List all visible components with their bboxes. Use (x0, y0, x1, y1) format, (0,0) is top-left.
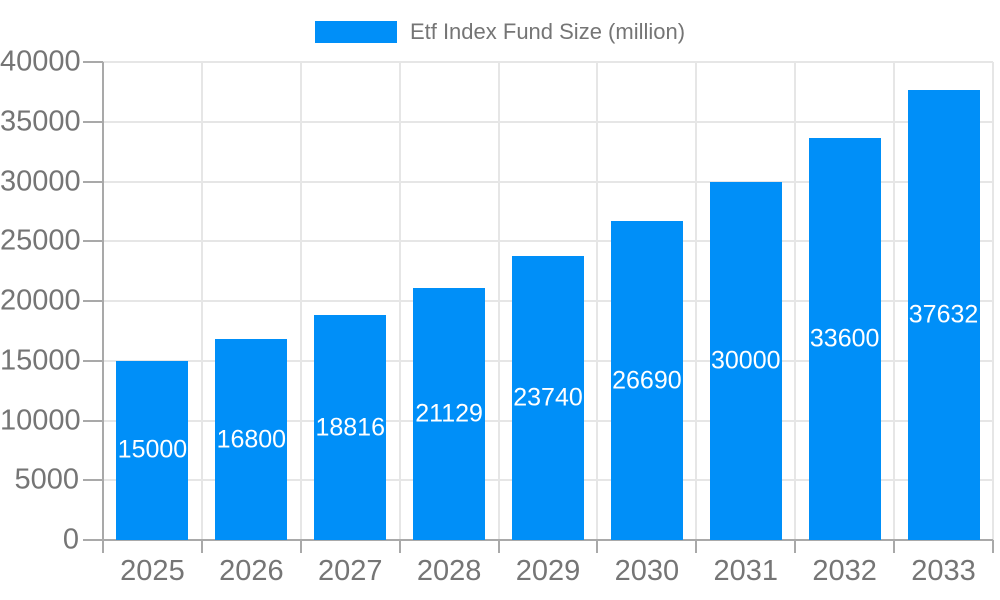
x-axis-label: 2029 (515, 555, 581, 587)
y-tick (83, 300, 103, 302)
bar-value-label: 21129 (415, 399, 483, 428)
y-axis-label: 15000 (0, 344, 81, 377)
h-gridline (103, 180, 993, 183)
y-tick (83, 419, 103, 422)
v-gridline (695, 62, 698, 540)
x-axis-label: 2030 (614, 555, 680, 587)
x-tick (398, 540, 401, 553)
bar-value-label: 15000 (117, 435, 188, 464)
bar-value-label: 37632 (908, 300, 979, 329)
bar-2029[interactable] (512, 256, 584, 540)
h-gridline (103, 120, 993, 123)
bar-value-label: 33600 (809, 324, 880, 353)
v-gridline (893, 62, 896, 540)
bar-value-label: 18816 (315, 413, 385, 442)
x-tick (299, 540, 302, 553)
bar-2033[interactable] (907, 90, 980, 540)
y-tick (83, 240, 103, 243)
x-axis-label: 2028 (416, 555, 482, 587)
x-tick (794, 540, 797, 553)
y-tick (83, 180, 103, 183)
h-gridline (103, 240, 993, 243)
y-tick (83, 479, 103, 482)
bar-2031[interactable] (709, 181, 782, 540)
bar-2028[interactable] (413, 287, 486, 540)
x-axis-label: 2031 (713, 555, 779, 587)
x-axis-label: 2027 (317, 555, 383, 587)
v-gridline (299, 62, 302, 540)
y-axis-label: 0 (62, 523, 79, 556)
x-tick (497, 540, 500, 553)
x-axis-line (83, 539, 993, 541)
y-axis-label: 30000 (0, 165, 81, 197)
v-gridline (596, 62, 599, 540)
bar-value-label: 16800 (216, 425, 287, 454)
v-gridline (497, 62, 500, 540)
y-axis-label: 10000 (0, 404, 81, 436)
x-tick (695, 540, 698, 553)
x-axis-label: 2026 (219, 555, 284, 587)
legend[interactable]: Etf Index Fund Size (million) (0, 19, 1000, 45)
x-tick (596, 540, 599, 553)
v-gridline (794, 62, 797, 540)
x-axis-label: 2025 (120, 555, 185, 587)
y-axis-line (102, 62, 104, 553)
v-gridline (992, 62, 994, 540)
legend-label: Etf Index Fund Size (million) (409, 19, 686, 44)
x-axis-label: 2032 (812, 555, 877, 587)
h-gridline (103, 61, 993, 63)
y-tick (83, 120, 103, 123)
y-tick (83, 61, 103, 63)
y-axis-label: 20000 (0, 284, 81, 317)
bar-value-label: 26690 (612, 366, 682, 395)
v-gridline (398, 62, 401, 540)
bar-value-label: 23740 (513, 383, 583, 412)
y-tick (83, 359, 103, 362)
bar-value-label: 30000 (711, 346, 781, 375)
y-axis-label: 5000 (14, 463, 79, 496)
bar-2030[interactable] (610, 221, 683, 540)
bar-2027[interactable] (314, 315, 387, 540)
x-tick (200, 540, 203, 553)
x-tick (893, 540, 896, 553)
y-axis-label: 25000 (0, 224, 81, 257)
bar-2025[interactable] (116, 360, 189, 540)
bar-2026[interactable] (215, 339, 288, 540)
x-tick (992, 540, 994, 553)
y-axis-label: 35000 (0, 105, 81, 138)
y-axis-label: 40000 (0, 45, 81, 78)
bar-2032[interactable] (808, 138, 881, 540)
v-gridline (200, 62, 203, 540)
x-axis-label: 2033 (911, 555, 976, 587)
legend-swatch-icon (314, 21, 397, 43)
